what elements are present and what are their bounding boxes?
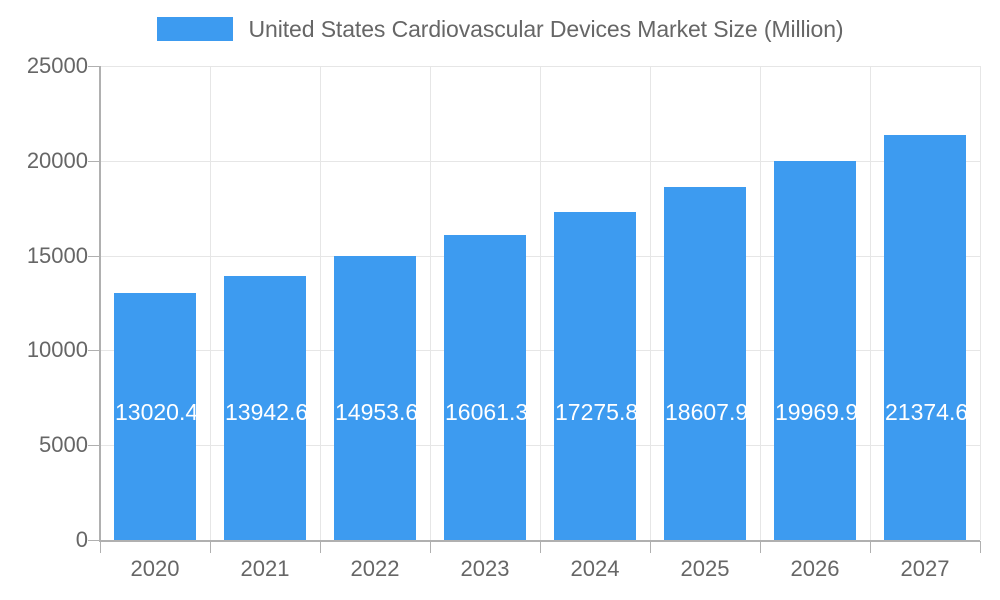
x-axis-tick-mark [210,541,211,553]
gridline-vertical [650,66,651,540]
bar-2022[interactable]: 14953.6 [334,256,416,540]
bar-value-label: 16061.3 [445,398,526,425]
bar-2027[interactable]: 21374.6 [884,134,966,540]
x-axis-tick-mark [430,541,431,553]
x-axis-line [99,540,980,542]
bar-value-label: 19969.9 [775,398,856,425]
bar-2021[interactable]: 13942.6 [224,275,306,540]
bar-value-label: 13942.6 [225,398,306,425]
bar-2026[interactable]: 19969.9 [774,161,856,540]
legend-entry-label: United States Cardiovascular Devices Mar… [248,15,844,42]
y-axis-tick-label: 15000 [26,242,88,268]
gridline-vertical [430,66,431,540]
x-axis-tick-mark [320,541,321,553]
x-axis-tick-label: 2024 [570,556,620,581]
y-axis-tick-label: 0 [75,527,88,552]
legend-entry-0[interactable]: United States Cardiovascular Devices Mar… [156,15,844,43]
x-axis-tick-mark [870,541,871,553]
gridline-vertical [320,66,321,540]
legend-swatch-icon [156,17,233,41]
x-axis-tick-mark [540,541,541,553]
x-axis-tick-mark [760,541,761,553]
bar-value-label: 18607.9 [665,398,746,425]
y-axis-tick-mark [88,160,100,162]
gridline-vertical [540,66,541,540]
x-axis-tick-label: 2021 [240,556,290,581]
bar-2020[interactable]: 13020.4 [114,293,196,540]
bar-value-label: 17275.8 [555,398,636,425]
y-axis-tick-label: 25000 [26,53,88,78]
y-axis-tick-mark [88,350,100,352]
x-axis-tick-label: 2022 [350,556,400,581]
plot-area [100,66,981,541]
x-axis-tick-label: 2027 [900,556,950,581]
y-axis-tick-mark [88,445,100,447]
bar-value-label: 14953.6 [335,398,416,425]
bar-2024[interactable]: 17275.8 [554,212,636,540]
x-axis-tick-label: 2026 [790,556,840,581]
gridline-vertical [760,66,761,540]
y-axis-line [99,66,101,541]
bar-2025[interactable]: 18607.9 [664,187,746,540]
y-axis-tick-mark [88,255,100,257]
y-axis-tick-mark [88,540,100,541]
x-axis-tick-label: 2025 [680,556,730,581]
y-axis-tick-label: 10000 [26,337,88,363]
bar-2023[interactable]: 16061.3 [444,235,526,540]
y-axis-tick-label: 5000 [39,432,88,458]
bar-value-label: 21374.6 [885,398,966,425]
gridline-vertical [210,66,211,540]
x-axis-tick-mark [100,541,101,553]
y-axis-tick-mark [88,66,100,67]
x-axis-tick-label: 2020 [130,556,180,581]
gridline-vertical [980,66,981,540]
x-axis-tick-label: 2023 [460,556,510,581]
bar-value-label: 13020.4 [115,398,196,425]
x-axis-tick-mark [650,541,651,553]
x-axis-tick-mark [980,541,981,553]
gridline-vertical [870,66,871,540]
chart-legend: United States Cardiovascular Devices Mar… [0,0,1000,58]
y-axis-tick-label: 20000 [26,147,88,173]
